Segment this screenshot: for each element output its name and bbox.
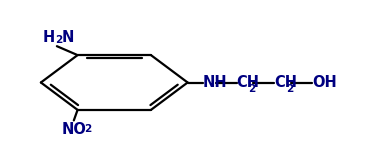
Text: 2: 2: [85, 125, 92, 134]
Text: N: N: [62, 30, 74, 45]
Text: 2: 2: [286, 84, 293, 94]
Text: CH: CH: [236, 75, 260, 90]
Text: OH: OH: [312, 75, 337, 90]
Text: 2: 2: [249, 84, 256, 94]
Text: CH: CH: [274, 75, 297, 90]
Text: 2: 2: [55, 35, 63, 45]
Text: NH: NH: [203, 75, 227, 90]
Text: NO: NO: [61, 122, 86, 137]
Text: H: H: [43, 30, 55, 45]
